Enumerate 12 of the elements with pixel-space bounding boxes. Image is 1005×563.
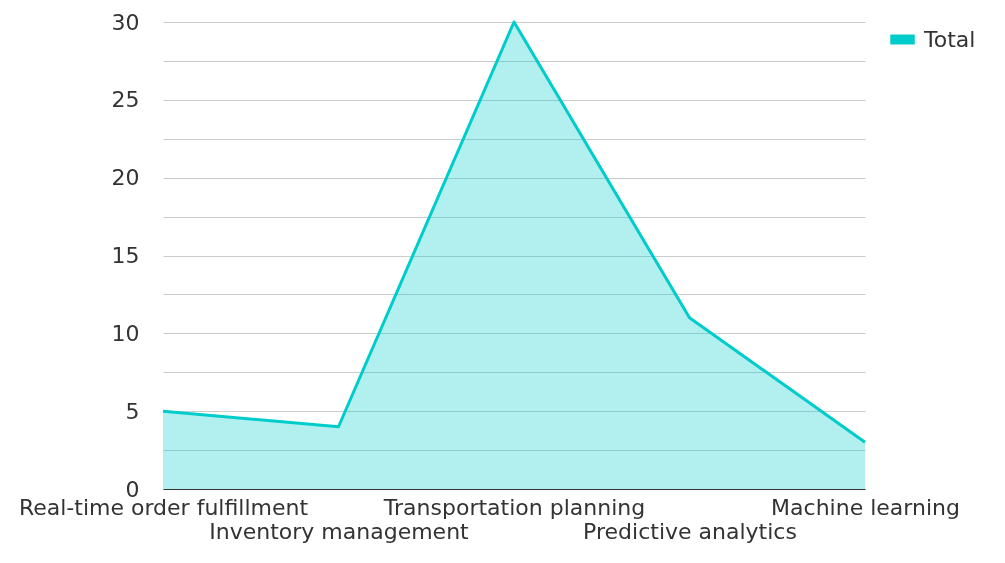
x-tick-label: Machine learning [771,494,960,520]
y-tick-label: 15 [111,243,140,268]
x-tick-label: Inventory management [209,518,470,544]
x-tick-label: Transportation planning [382,494,646,520]
y-tick-label: 10 [111,320,140,346]
y-tick-label: 20 [111,165,140,191]
x-tick-label: Predictive analytics [583,518,797,544]
legend-label: Total [923,26,976,52]
y-tick-label: 25 [111,87,140,113]
y-tick-label: 0 [125,476,140,502]
y-tick-label: 30 [111,9,140,35]
y-tick-label: 5 [125,398,140,424]
